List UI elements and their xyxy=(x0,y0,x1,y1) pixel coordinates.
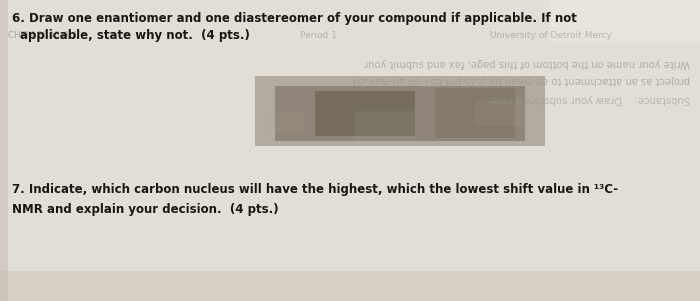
Bar xyxy=(0,271,700,301)
Bar xyxy=(475,101,525,126)
Bar xyxy=(550,0,700,41)
Text: applicable, state why not.  (4 pts.): applicable, state why not. (4 pts.) xyxy=(20,29,250,42)
Text: 7. Indicate, which carbon nucleus will have the highest, which the lowest shift : 7. Indicate, which carbon nucleus will h… xyxy=(12,183,618,196)
Bar xyxy=(315,91,415,136)
Bar xyxy=(355,111,415,141)
Bar xyxy=(275,86,525,141)
Text: Write your name on the bottom of this page, fax and submit your: Write your name on the bottom of this pa… xyxy=(364,58,690,68)
Text: project as an attachment to an email by 3:25 pm EST on 10-Nov-20.: project as an attachment to an email by … xyxy=(350,75,690,85)
Text: 6. Draw one enantiomer and one diastereomer of your compound if applicable. If n: 6. Draw one enantiomer and one diastereo… xyxy=(12,12,577,25)
Text: Substance:    Draw your substance here: Substance: Draw your substance here xyxy=(491,94,690,104)
Bar xyxy=(0,0,8,301)
Bar xyxy=(435,88,515,138)
Text: NMR and explain your decision.  (4 pts.): NMR and explain your decision. (4 pts.) xyxy=(12,203,279,216)
Text: CHEM 2045-ALL: CHEM 2045-ALL xyxy=(8,31,79,40)
Bar xyxy=(265,111,305,131)
Text: University of Detroit Mercy: University of Detroit Mercy xyxy=(490,31,612,40)
Bar xyxy=(255,76,545,146)
Text: Period 1: Period 1 xyxy=(300,31,337,40)
